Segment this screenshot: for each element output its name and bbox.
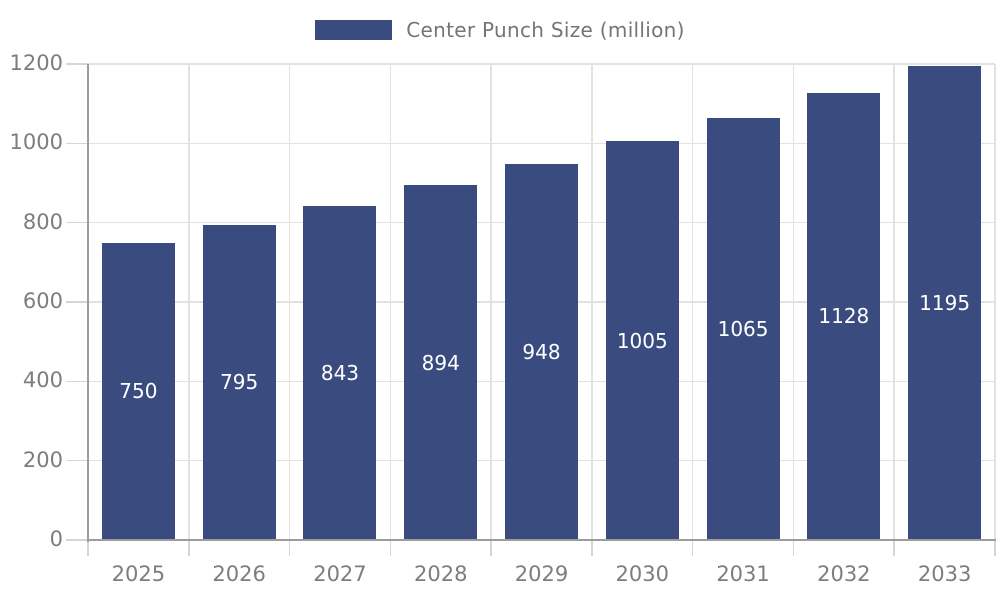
y-tick-label: 200	[22, 447, 63, 472]
y-tick-label: 600	[22, 289, 63, 313]
x-tick-label: 2031	[716, 562, 770, 586]
x-tick-mark	[188, 540, 190, 556]
axis-y	[87, 64, 89, 542]
x-tick-label: 2027	[313, 562, 367, 586]
x-tick-label: 2026	[212, 562, 266, 586]
bar-2029: 948	[505, 163, 578, 540]
legend: Center Punch Size (million)	[0, 18, 1000, 42]
x-tick-mark	[893, 540, 895, 556]
gridline-v	[994, 64, 996, 540]
y-tick-label: 1200	[9, 51, 63, 75]
gridline-v	[389, 64, 392, 540]
y-tick-mark	[66, 63, 88, 65]
x-tick-mark	[994, 540, 996, 556]
legend-swatch	[315, 20, 393, 40]
gridline-v	[188, 64, 190, 540]
gridline-v	[288, 64, 291, 540]
gridline-v	[591, 64, 593, 540]
y-tick-mark	[66, 539, 88, 541]
bar-2026: 795	[202, 224, 276, 540]
gridline-h	[88, 63, 995, 65]
bar-value-label: 843	[320, 360, 360, 385]
x-tick-label: 2032	[817, 562, 871, 586]
gridline-v	[893, 64, 895, 540]
bar-value-label: 948	[522, 339, 561, 364]
bar-value-label: 1005	[616, 328, 668, 353]
x-tick-mark	[87, 540, 89, 556]
bar-value-label: 1065	[717, 316, 769, 341]
gridline-v	[691, 64, 694, 540]
x-tick-mark	[591, 540, 593, 556]
x-tick-mark	[490, 540, 492, 556]
y-tick-mark	[66, 380, 88, 383]
gridline-h	[88, 142, 995, 145]
x-tick-label: 2030	[615, 562, 669, 586]
gridline-v	[792, 64, 795, 540]
x-tick-mark	[389, 540, 392, 556]
x-tick-label: 2029	[514, 562, 569, 586]
y-tick-mark	[66, 142, 88, 145]
bar-2033: 1195	[908, 65, 982, 540]
legend-label: Center Punch Size (million)	[406, 18, 685, 42]
bar-2032: 1128	[807, 92, 881, 540]
x-tick-label: 2025	[111, 562, 166, 586]
y-tick-label: 1000	[9, 130, 63, 155]
gridline-v	[490, 64, 492, 540]
x-tick-mark	[288, 540, 291, 556]
y-tick-mark	[66, 301, 88, 303]
bar-value-label: 894	[421, 350, 460, 375]
y-tick-mark	[66, 459, 88, 462]
bar-value-label: 750	[119, 379, 158, 404]
bar-2027: 843	[303, 205, 377, 540]
y-tick-label: 400	[22, 368, 63, 393]
y-tick-mark	[66, 221, 88, 224]
y-tick-label: 0	[49, 527, 63, 551]
bar-value-label: 795	[220, 370, 259, 395]
bar-value-label: 1128	[818, 304, 870, 329]
x-tick-mark	[691, 540, 694, 556]
bar-2031: 1065	[706, 117, 780, 540]
y-tick-label: 800	[22, 209, 63, 234]
x-tick-mark	[792, 540, 795, 556]
x-tick-label: 2028	[413, 562, 468, 586]
bar-value-label: 1195	[919, 290, 971, 315]
bar-2025: 750	[101, 242, 175, 540]
x-tick-label: 2033	[917, 562, 972, 586]
bar-2028: 894	[404, 185, 478, 540]
bar-2030: 1005	[605, 141, 679, 540]
axis-x	[88, 539, 996, 541]
